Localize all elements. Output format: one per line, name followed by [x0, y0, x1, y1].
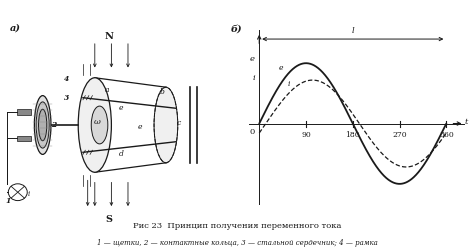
Text: 3: 3: [64, 94, 69, 102]
Text: d: d: [118, 150, 123, 158]
Ellipse shape: [36, 102, 49, 148]
Text: б): б): [231, 25, 242, 34]
Text: 90: 90: [301, 132, 311, 140]
Ellipse shape: [38, 109, 47, 141]
Text: 270: 270: [392, 132, 407, 140]
Ellipse shape: [78, 78, 111, 172]
Text: 1: 1: [6, 197, 11, 205]
Text: Рис 23  Принцип получения переменного тока: Рис 23 Принцип получения переменного ток…: [133, 222, 341, 230]
Ellipse shape: [154, 87, 178, 163]
Text: N: N: [105, 32, 113, 41]
Text: e: e: [118, 104, 123, 112]
Text: S: S: [106, 214, 112, 224]
Ellipse shape: [35, 96, 51, 154]
Text: e: e: [279, 64, 283, 72]
Text: b: b: [160, 88, 165, 96]
Ellipse shape: [91, 106, 108, 144]
Text: l: l: [352, 27, 354, 35]
Text: c: c: [176, 119, 181, 127]
Text: 4: 4: [64, 75, 69, 83]
Text: t: t: [465, 118, 468, 126]
Text: 360: 360: [439, 132, 454, 140]
Text: i: i: [288, 80, 291, 88]
Text: 180: 180: [346, 132, 360, 140]
Text: 2: 2: [51, 121, 56, 129]
Text: ω: ω: [94, 118, 100, 126]
FancyBboxPatch shape: [17, 136, 31, 141]
Text: i: i: [253, 74, 255, 82]
Text: e: e: [137, 123, 142, 131]
Text: a: a: [104, 86, 109, 94]
FancyBboxPatch shape: [17, 109, 31, 114]
Text: 0: 0: [250, 128, 255, 136]
Text: 1 — щетки, 2 — контактные кольца, 3 — стальной сердечник; 4 — рамка: 1 — щетки, 2 — контактные кольца, 3 — ст…: [97, 239, 377, 247]
Text: i: i: [27, 190, 29, 198]
Text: e: e: [250, 55, 255, 63]
Text: а): а): [9, 24, 20, 32]
